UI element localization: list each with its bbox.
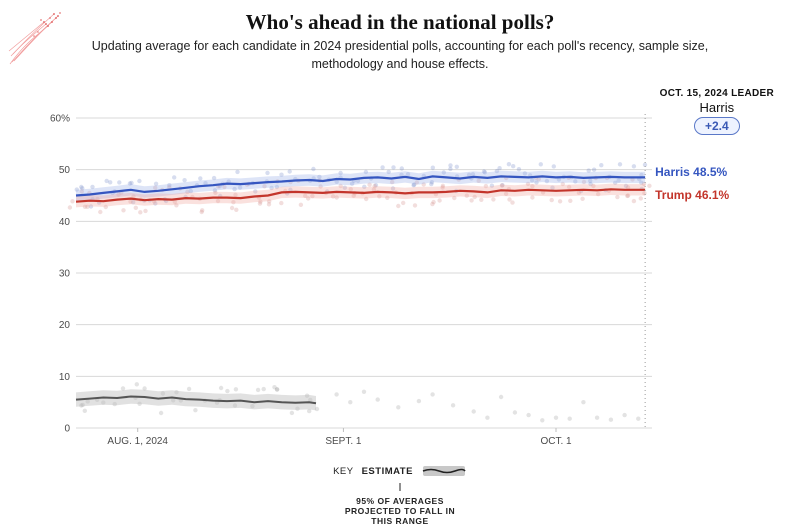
svg-text:OCT. 1: OCT. 1: [540, 436, 572, 447]
svg-text:10: 10: [59, 372, 71, 383]
svg-text:AUG. 1, 2024: AUG. 1, 2024: [107, 436, 168, 447]
end-label-harris: Harris 48.5%: [655, 165, 727, 179]
key-pointer-icon: [395, 483, 405, 491]
key-sub-3: THIS RANGE: [0, 517, 800, 524]
leader-margin-badge: +2.4: [694, 117, 740, 135]
key-swatch-icon: [421, 462, 467, 480]
page-title: Who's ahead in the national polls?: [0, 10, 800, 35]
chart-key: KEY ESTIMATE 95% OF AVERAGES PROJECTED T…: [0, 462, 800, 524]
chart-container: 0102030405060%AUG. 1, 2024SEPT. 1OCT. 1 …: [50, 110, 690, 450]
svg-text:40: 40: [59, 217, 71, 228]
polling-chart[interactable]: 0 10 20 30 40 50 60% AUG. 1, 2024 SEPT. 1 OCT. 1: [50, 110, 690, 450]
end-label-trump: Trump 46.1%: [655, 188, 729, 202]
leader-date: OCT. 15, 2024 LEADER: [660, 88, 774, 99]
svg-text:60%: 60%: [50, 114, 70, 125]
svg-text:0: 0: [64, 424, 70, 435]
svg-text:50: 50: [59, 165, 71, 176]
key-estimate-label: ESTIMATE: [362, 466, 413, 477]
svg-text:20: 20: [59, 320, 71, 331]
page-subtitle: Updating average for each candidate in 2…: [90, 38, 710, 73]
page-root: Who's ahead in the national polls? Updat…: [0, 0, 800, 524]
svg-text:SEPT. 1: SEPT. 1: [325, 436, 362, 447]
svg-text:30: 30: [59, 269, 71, 280]
key-label: KEY: [333, 466, 354, 477]
